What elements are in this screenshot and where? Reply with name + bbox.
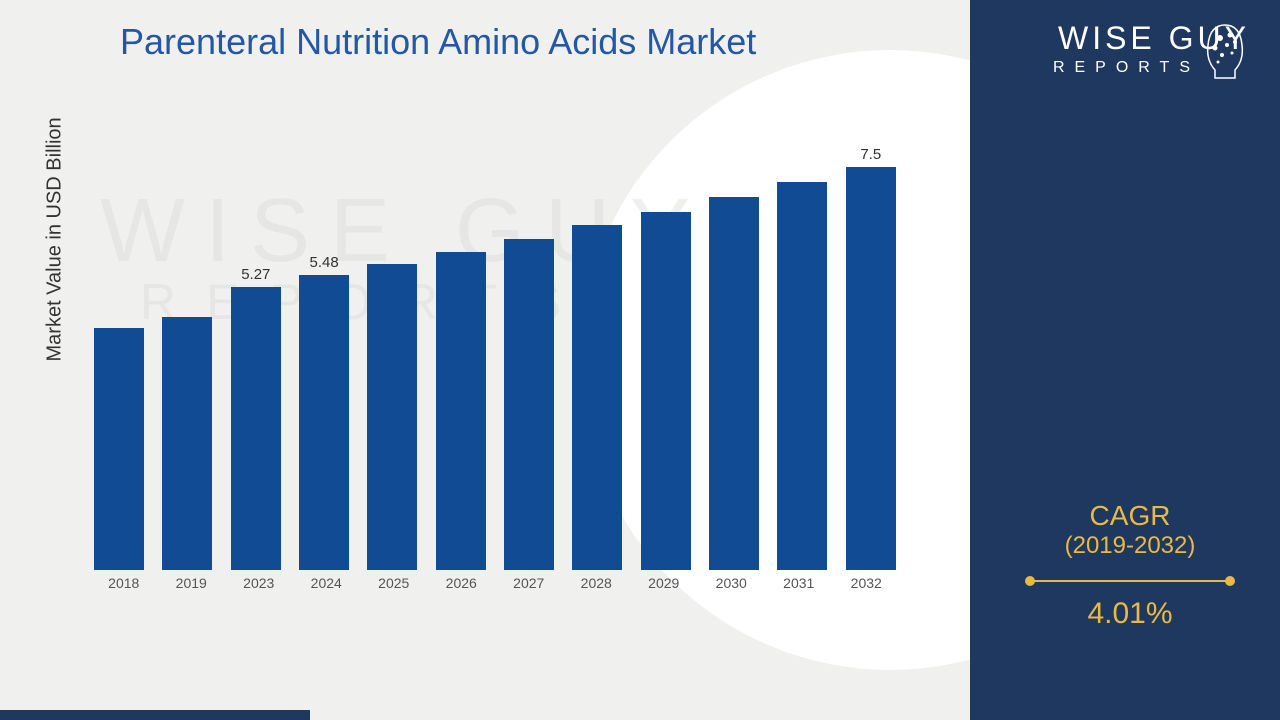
bar [367,264,417,570]
logo-sub-text: REPORTS [990,59,1200,77]
bar-group [158,313,216,570]
x-axis-label: 2026 [432,575,490,591]
x-axis-label: 2032 [837,575,895,591]
bar-group [568,221,626,570]
x-axis-label: 2027 [500,575,558,591]
cagr-value: 4.01% [1020,597,1240,631]
x-axis-label: 2025 [365,575,423,591]
bar-group: 7.5 [842,146,900,570]
x-axis-label: 2030 [702,575,760,591]
cagr-block: CAGR (2019-2032) 4.01% [1020,500,1240,631]
logo: WISE GUY REPORTS [990,20,1250,77]
bar-value-label: 7.5 [860,146,881,163]
bars-container: 5.27 5.48 7.5 [90,140,900,570]
bar-value-label: 5.48 [310,254,339,271]
bar-group: 5.27 [227,266,285,570]
bar-value-label: 5.27 [241,266,270,283]
bar [436,252,486,570]
bottom-accent-bar [0,710,310,720]
bar-group [90,324,148,570]
cagr-divider-line [1030,580,1230,582]
y-axis-label: Market Value in USD Billion [44,117,67,361]
x-axis-label: 2019 [162,575,220,591]
bar [846,167,896,570]
chart-title: Parenteral Nutrition Amino Acids Market [120,20,870,63]
x-axis-labels: 2018 2019 2023 2024 2025 2026 2027 2028 2029 2030… [90,575,900,591]
x-axis-label: 2028 [567,575,625,591]
bar-group [773,178,831,570]
bar [572,225,622,570]
bar-group [637,208,695,571]
x-axis-label: 2023 [230,575,288,591]
x-axis-label: 2031 [770,575,828,591]
bar-group [363,260,421,570]
x-axis-label: 2018 [95,575,153,591]
bar [777,182,827,570]
cagr-range: (2019-2032) [1020,532,1240,560]
x-axis-label: 2029 [635,575,693,591]
bar-group [500,235,558,570]
bar [231,287,281,570]
bar-chart: 5.27 5.48 7.5 [90,140,900,570]
bar-group [705,193,763,570]
x-axis-label: 2024 [297,575,355,591]
bar [504,239,554,570]
bar-group [432,248,490,570]
bar [299,275,349,570]
cagr-title: CAGR [1020,500,1240,532]
logo-head-icon [1200,20,1250,80]
bar [94,328,144,570]
bar [641,212,691,571]
bar-group: 5.48 [295,254,353,570]
bar [162,317,212,570]
bar [709,197,759,570]
